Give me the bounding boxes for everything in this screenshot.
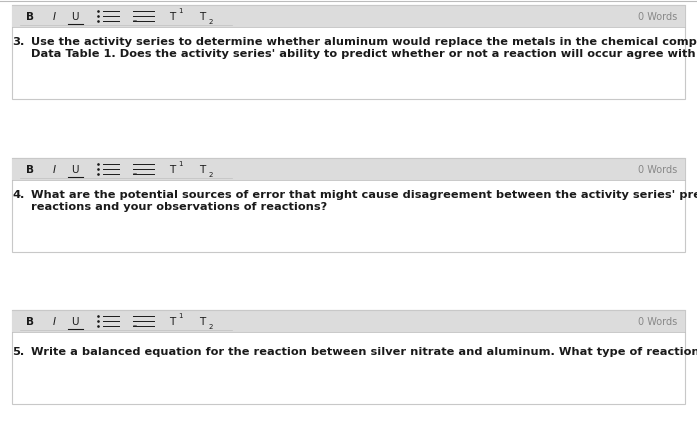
Text: T: T [199,164,205,174]
Text: B: B [26,164,34,174]
Bar [12,6,685,100]
Text: 5.: 5. [12,346,24,356]
Text: B: B [26,316,34,326]
Bar [12,310,685,332]
Text: 1: 1 [178,313,183,319]
Bar [12,159,685,253]
Text: What are the potential sources of error that might cause disagreement between th: What are the potential sources of error … [31,190,697,211]
Text: 0 Words: 0 Words [638,12,677,22]
Text: T: T [169,164,175,174]
Text: I: I [52,164,56,174]
Text: I: I [52,316,56,326]
Text: Write a balanced equation for the reaction between silver nitrate and aluminum. : Write a balanced equation for the reacti… [31,346,697,356]
Text: T: T [199,12,205,22]
Text: 2: 2 [208,172,213,178]
Text: 2: 2 [208,324,213,330]
Text: 3.: 3. [12,37,24,47]
Text: U: U [71,316,79,326]
Text: T: T [199,316,205,326]
Text: 4.: 4. [12,190,24,200]
Bar [12,159,685,181]
Text: 0 Words: 0 Words [638,164,677,174]
Text: B: B [26,12,34,22]
Text: I: I [52,12,56,22]
Text: 0 Words: 0 Words [638,316,677,326]
Text: T: T [169,316,175,326]
Text: 1: 1 [178,161,183,167]
Text: 1: 1 [178,9,183,14]
Text: Use the activity series to determine whether aluminum would replace the metals i: Use the activity series to determine whe… [31,37,697,59]
Text: T: T [169,12,175,22]
Text: U: U [71,12,79,22]
Bar [12,6,685,28]
Text: 2: 2 [208,20,213,26]
Bar [12,310,685,404]
Text: U: U [71,164,79,174]
